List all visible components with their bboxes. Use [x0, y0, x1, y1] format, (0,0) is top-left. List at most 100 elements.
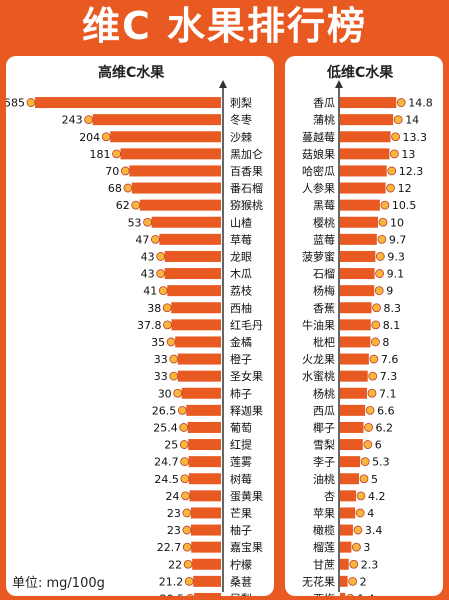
- low-vc-category-label: 黑莓: [313, 199, 335, 212]
- high-vc-bar: [175, 336, 221, 348]
- low-vitamin-c-panel: 低维C水果 香瓜 14.8 蒲桃 14 蔓越莓 13.3 菇娘果 13 哈密瓜 12.3 人参果 12…: [285, 56, 443, 596]
- high-vc-fruit-icon: [179, 423, 189, 432]
- low-vc-fruit-icon: [390, 149, 399, 159]
- low-vc-value-label: 7.6: [381, 353, 399, 366]
- low-vc-fruit-icon: [365, 405, 375, 415]
- low-vc-axis-arrow: [335, 80, 343, 88]
- low-vc-category-label: 人参果: [302, 181, 335, 195]
- low-vc-category-label: 蔓越莓: [302, 130, 335, 144]
- high-vc-bar: [35, 97, 221, 109]
- high-vc-fruit-icon: [101, 132, 111, 142]
- low-vc-bar: [340, 97, 397, 109]
- low-vc-fruit-icon: [368, 371, 378, 381]
- high-vc-fruit-icon: [183, 559, 193, 569]
- low-vc-bar: [340, 268, 375, 280]
- low-vc-fruit-icon: [396, 98, 406, 107]
- low-vc-value-label: 2.3: [361, 558, 379, 571]
- high-vc-fruit-icon: [186, 594, 194, 596]
- low-vc-fruit-icon: [356, 491, 366, 501]
- low-vc-category-label: 菠萝蜜: [302, 249, 335, 263]
- high-vc-fruit-icon: [84, 115, 94, 125]
- high-vc-value-label: 23: [167, 507, 181, 520]
- low-vc-category-label: 樱桃: [313, 215, 335, 229]
- high-vc-value-label: 43: [141, 268, 155, 281]
- low-vc-fruit-icon: [387, 166, 397, 176]
- high-vc-bar: [188, 439, 221, 451]
- low-vc-fruit-icon: [377, 234, 387, 244]
- high-vc-bar: [192, 558, 221, 570]
- high-vc-bar: [191, 541, 221, 553]
- low-vc-category-label: 水蜜桃: [302, 369, 335, 383]
- high-vc-value-label: 47: [135, 233, 149, 246]
- high-vc-value-label: 25.4: [153, 421, 178, 434]
- low-vc-value-label: 10.5: [392, 199, 417, 212]
- low-vc-bar: [340, 370, 368, 382]
- low-vc-value-label: 2: [360, 575, 367, 588]
- low-vc-bar: [340, 148, 390, 160]
- low-vc-bar-chart: 香瓜 14.8 蒲桃 14 蔓越莓 13.3 菇娘果 13 哈密瓜 12.3 人参果 12 黑莓 10.5…: [302, 80, 433, 596]
- low-vc-title: 低维C水果: [327, 65, 394, 81]
- low-vc-fruit-icon: [360, 457, 370, 467]
- high-vc-category-label: 释迦果: [230, 404, 263, 417]
- low-vc-value-label: 4.2: [368, 490, 386, 503]
- high-vc-category-label: 荔枝: [230, 284, 252, 298]
- low-vc-bar: [340, 456, 361, 468]
- low-vc-category-label: 西梅: [313, 591, 335, 596]
- high-vc-fruit-icon: [182, 508, 192, 518]
- low-vc-fruit-icon: [378, 217, 388, 227]
- high-vc-category-label: 山楂: [230, 215, 252, 229]
- high-vc-category-label: 黑加仑: [230, 147, 263, 161]
- low-vc-bar: [340, 421, 364, 433]
- high-vc-value-label: 38: [147, 302, 161, 315]
- low-vc-bar: [340, 524, 353, 536]
- high-vc-fruit-icon: [182, 542, 192, 552]
- high-vc-category-label: 冬枣: [230, 113, 252, 127]
- high-vc-category-label: 红毛丹: [230, 319, 263, 332]
- high-vc-fruit-icon: [177, 405, 187, 415]
- low-vc-fruit-icon: [391, 132, 400, 142]
- low-vc-category-label: 蒲桃: [313, 113, 335, 127]
- high-vc-category-label: 木瓜: [230, 268, 252, 281]
- low-vc-category-label: 李子: [313, 455, 335, 469]
- high-vc-value-label: 22.7: [157, 541, 182, 554]
- low-vc-bar: [340, 558, 349, 570]
- high-vc-bar: [164, 268, 221, 280]
- low-vc-bar: [340, 285, 375, 297]
- high-vc-fruit-icon: [173, 388, 183, 398]
- low-vc-fruit-icon: [367, 388, 377, 398]
- high-vc-category-label: 橙子: [230, 352, 252, 366]
- low-vc-bar: [340, 404, 366, 416]
- high-vc-value-label: 23: [167, 524, 181, 537]
- high-vc-value-label: 53: [128, 216, 142, 229]
- high-vc-bar: [120, 148, 221, 160]
- low-vc-value-label: 14.8: [408, 97, 433, 110]
- high-vc-value-label: 204: [79, 131, 100, 144]
- high-vc-fruit-icon: [120, 166, 130, 176]
- high-vc-bar: [190, 507, 221, 519]
- low-vc-bar: [340, 319, 371, 331]
- low-vc-value-label: 9: [386, 285, 393, 298]
- high-vc-fruit-icon: [169, 354, 179, 364]
- low-vc-bar: [340, 250, 376, 262]
- high-vc-value-label: 243: [62, 114, 83, 127]
- low-vc-value-label: 13.3: [403, 131, 428, 144]
- low-vc-category-label: 油桃: [313, 472, 335, 486]
- high-vc-fruit-icon: [163, 320, 172, 330]
- page-title: 维C 水果排行榜: [81, 4, 368, 48]
- high-vc-fruit-icon: [184, 576, 194, 586]
- high-vc-bar: [159, 233, 221, 245]
- high-vc-value-label: 22: [168, 558, 182, 571]
- high-vc-value-label: 62: [116, 199, 130, 212]
- low-vc-category-label: 火龙果: [302, 353, 335, 366]
- low-vc-bar: [340, 387, 367, 399]
- low-vc-bar: [340, 507, 356, 519]
- low-vc-bar: [340, 233, 377, 245]
- low-vc-bar: [340, 182, 386, 194]
- low-vc-fruit-icon: [386, 183, 395, 193]
- low-vc-category-label: 无花果: [302, 575, 335, 588]
- high-vc-title: 高维C水果: [98, 65, 165, 81]
- high-vc-axis-arrow: [219, 80, 227, 88]
- low-vc-value-label: 7.1: [379, 387, 397, 400]
- low-vc-fruit-icon: [375, 269, 384, 278]
- high-vc-fruit-icon: [158, 286, 168, 296]
